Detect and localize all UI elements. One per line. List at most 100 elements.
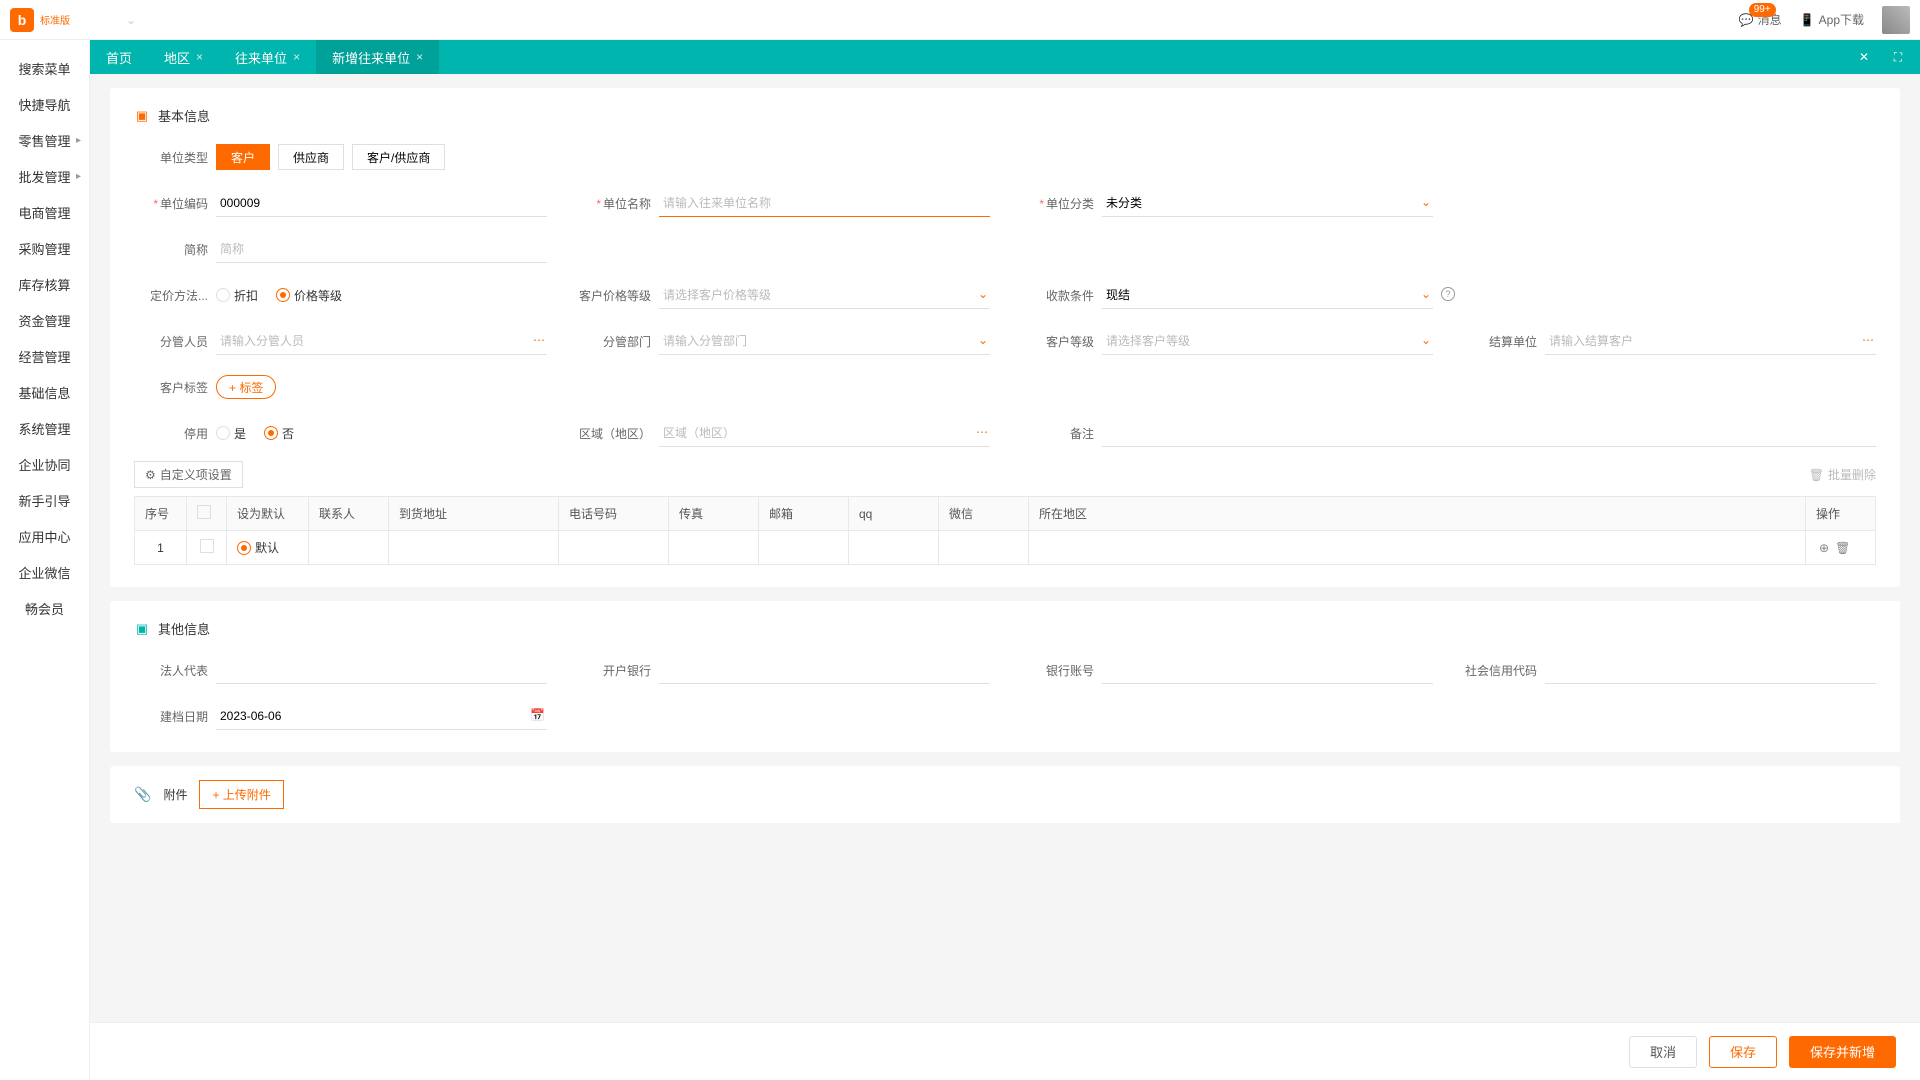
short-name-input[interactable] — [216, 235, 547, 263]
unit-code-row: *单位编码 — [134, 189, 547, 217]
unit-category-select[interactable] — [1102, 189, 1433, 217]
th-qq: qq — [849, 497, 939, 531]
sidebar-item-12[interactable]: 新手引导 — [0, 482, 89, 518]
remark-input[interactable] — [1102, 419, 1876, 447]
unit-code-input[interactable] — [216, 189, 547, 217]
radio-label: 价格等级 — [294, 287, 342, 304]
row-checkbox[interactable] — [200, 539, 214, 553]
tab-label: 地区 — [164, 48, 190, 67]
sidebar-item-3[interactable]: 批发管理 — [0, 158, 89, 194]
close-icon[interactable]: × — [416, 50, 423, 64]
disabled-radio-0[interactable]: 是 — [216, 425, 246, 442]
company-selector[interactable]: ⌄ — [120, 13, 136, 27]
fullscreen-button[interactable]: ⛶ — [1886, 45, 1910, 69]
layout: 搜索菜单快捷导航零售管理批发管理电商管理采购管理库存核算资金管理经营管理基础信息… — [0, 40, 1920, 1080]
sidebar-item-11[interactable]: 企业协同 — [0, 446, 89, 482]
unit-type-row: 单位类型 客户供应商客户/供应商 — [134, 143, 1876, 171]
sidebar-item-0[interactable]: 搜索菜单 — [0, 50, 89, 86]
save-and-new-button[interactable]: 保存并新增 — [1789, 1036, 1896, 1068]
tab-0[interactable]: 首页 — [90, 40, 148, 74]
add-tag-button[interactable]: + 标签 — [216, 375, 276, 399]
th-area: 所在地区 — [1029, 497, 1806, 531]
cell-qq[interactable] — [849, 531, 939, 565]
tab-label: 新增往来单位 — [332, 48, 410, 67]
sidebar-item-10[interactable]: 系统管理 — [0, 410, 89, 446]
unit-name-input[interactable] — [659, 189, 990, 217]
select-all-checkbox[interactable] — [197, 505, 211, 519]
tab-1[interactable]: 地区 × — [148, 40, 219, 74]
sidebar-item-13[interactable]: 应用中心 — [0, 518, 89, 554]
cell-area[interactable] — [1029, 531, 1806, 565]
cell-wechat[interactable] — [939, 531, 1029, 565]
th-fax: 传真 — [669, 497, 759, 531]
tab-2[interactable]: 往来单位× — [219, 40, 316, 74]
add-row-button[interactable]: ⊕ — [1819, 541, 1829, 555]
sidebar-item-6[interactable]: 库存核算 — [0, 266, 89, 302]
close-icon[interactable]: × — [293, 50, 300, 64]
cell-fax[interactable] — [669, 531, 759, 565]
calendar-icon[interactable]: 📅 — [530, 708, 545, 722]
contact-toolbar: ⚙ 自定义项设置 🗑 批量删除 — [134, 461, 1876, 488]
custom-settings-label: 自定义项设置 — [160, 466, 232, 483]
tab-3[interactable]: 新增往来单位 × — [316, 40, 439, 74]
upload-attachment-button[interactable]: + 上传附件 — [199, 780, 283, 809]
batch-delete-button[interactable]: 🗑 批量删除 — [1809, 466, 1876, 483]
sidebar-item-5[interactable]: 采购管理 — [0, 230, 89, 266]
save-button[interactable]: 保存 — [1709, 1036, 1777, 1068]
sidebar: 搜索菜单快捷导航零售管理批发管理电商管理采购管理库存核算资金管理经营管理基础信息… — [0, 40, 90, 1080]
bank-account-input[interactable] — [1102, 656, 1433, 684]
payment-terms-select[interactable] — [1102, 281, 1433, 309]
sidebar-item-1[interactable]: 快捷导航 — [0, 86, 89, 122]
price-level-select[interactable] — [659, 281, 990, 309]
info-icon[interactable]: ? — [1441, 287, 1455, 301]
pricing-radio-1[interactable]: 价格等级 — [276, 287, 342, 304]
create-date-input[interactable] — [216, 702, 547, 730]
more-icon[interactable]: ⋯ — [1862, 333, 1874, 347]
settle-unit-input[interactable] — [1545, 327, 1876, 355]
contact-table: 序号 设为默认 联系人 到货地址 电话号码 传真 邮箱 qq 微信 所在地区 操… — [134, 496, 1876, 565]
cell-addr[interactable] — [389, 531, 559, 565]
radio-label: 否 — [282, 425, 294, 442]
more-icon[interactable]: ⋯ — [976, 425, 988, 439]
legal-rep-label: 法人代表 — [134, 662, 216, 679]
sidebar-item-4[interactable]: 电商管理 — [0, 194, 89, 230]
settle-unit-row: 结算单位 ⋯ — [1463, 327, 1876, 355]
contact-table-header: 序号 设为默认 联系人 到货地址 电话号码 传真 邮箱 qq 微信 所在地区 操… — [135, 497, 1876, 531]
avatar[interactable] — [1882, 6, 1910, 34]
unit-type-option-0[interactable]: 客户 — [216, 144, 270, 170]
sidebar-item-15[interactable]: 畅会员 — [0, 590, 89, 626]
close-all-tabs-button[interactable]: ✕ — [1852, 45, 1876, 69]
disabled-radio-1[interactable]: 否 — [264, 425, 294, 442]
close-icon[interactable]: × — [196, 50, 203, 64]
unit-type-label: 单位类型 — [134, 149, 216, 166]
cell-phone[interactable] — [559, 531, 669, 565]
unit-type-option-1[interactable]: 供应商 — [278, 144, 344, 170]
delete-row-button[interactable]: 🗑 — [1835, 541, 1850, 555]
app-download-button[interactable]: 📱 App下载 — [1800, 11, 1864, 28]
bank-input[interactable] — [659, 656, 990, 684]
region-input[interactable] — [659, 419, 990, 447]
tabs-actions: ✕ ⛶ — [1852, 45, 1920, 69]
cancel-button[interactable]: 取消 — [1629, 1036, 1697, 1068]
sidebar-item-14[interactable]: 企业微信 — [0, 554, 89, 590]
legal-rep-input[interactable] — [216, 656, 547, 684]
default-radio[interactable]: 默认 — [237, 539, 298, 556]
cell-contact[interactable] — [309, 531, 389, 565]
cell-email[interactable] — [759, 531, 849, 565]
customer-level-select[interactable] — [1102, 327, 1433, 355]
assigned-dept-select[interactable] — [659, 327, 990, 355]
credit-code-input[interactable] — [1545, 656, 1876, 684]
messages-button[interactable]: 💬 消息 99+ — [1739, 11, 1782, 28]
more-icon[interactable]: ⋯ — [533, 333, 545, 347]
sidebar-item-2[interactable]: 零售管理 — [0, 122, 89, 158]
assigned-person-input[interactable] — [216, 327, 547, 355]
unit-type-option-2[interactable]: 客户/供应商 — [352, 144, 445, 170]
pricing-method-row: 定价方法... 折扣价格等级 — [134, 281, 547, 309]
sidebar-item-7[interactable]: 资金管理 — [0, 302, 89, 338]
sidebar-item-9[interactable]: 基础信息 — [0, 374, 89, 410]
unit-category-label: *单位分类 — [1020, 195, 1102, 212]
info-section-icon: ▣ — [134, 621, 150, 637]
pricing-radio-0[interactable]: 折扣 — [216, 287, 258, 304]
custom-settings-button[interactable]: ⚙ 自定义项设置 — [134, 461, 243, 488]
sidebar-item-8[interactable]: 经营管理 — [0, 338, 89, 374]
